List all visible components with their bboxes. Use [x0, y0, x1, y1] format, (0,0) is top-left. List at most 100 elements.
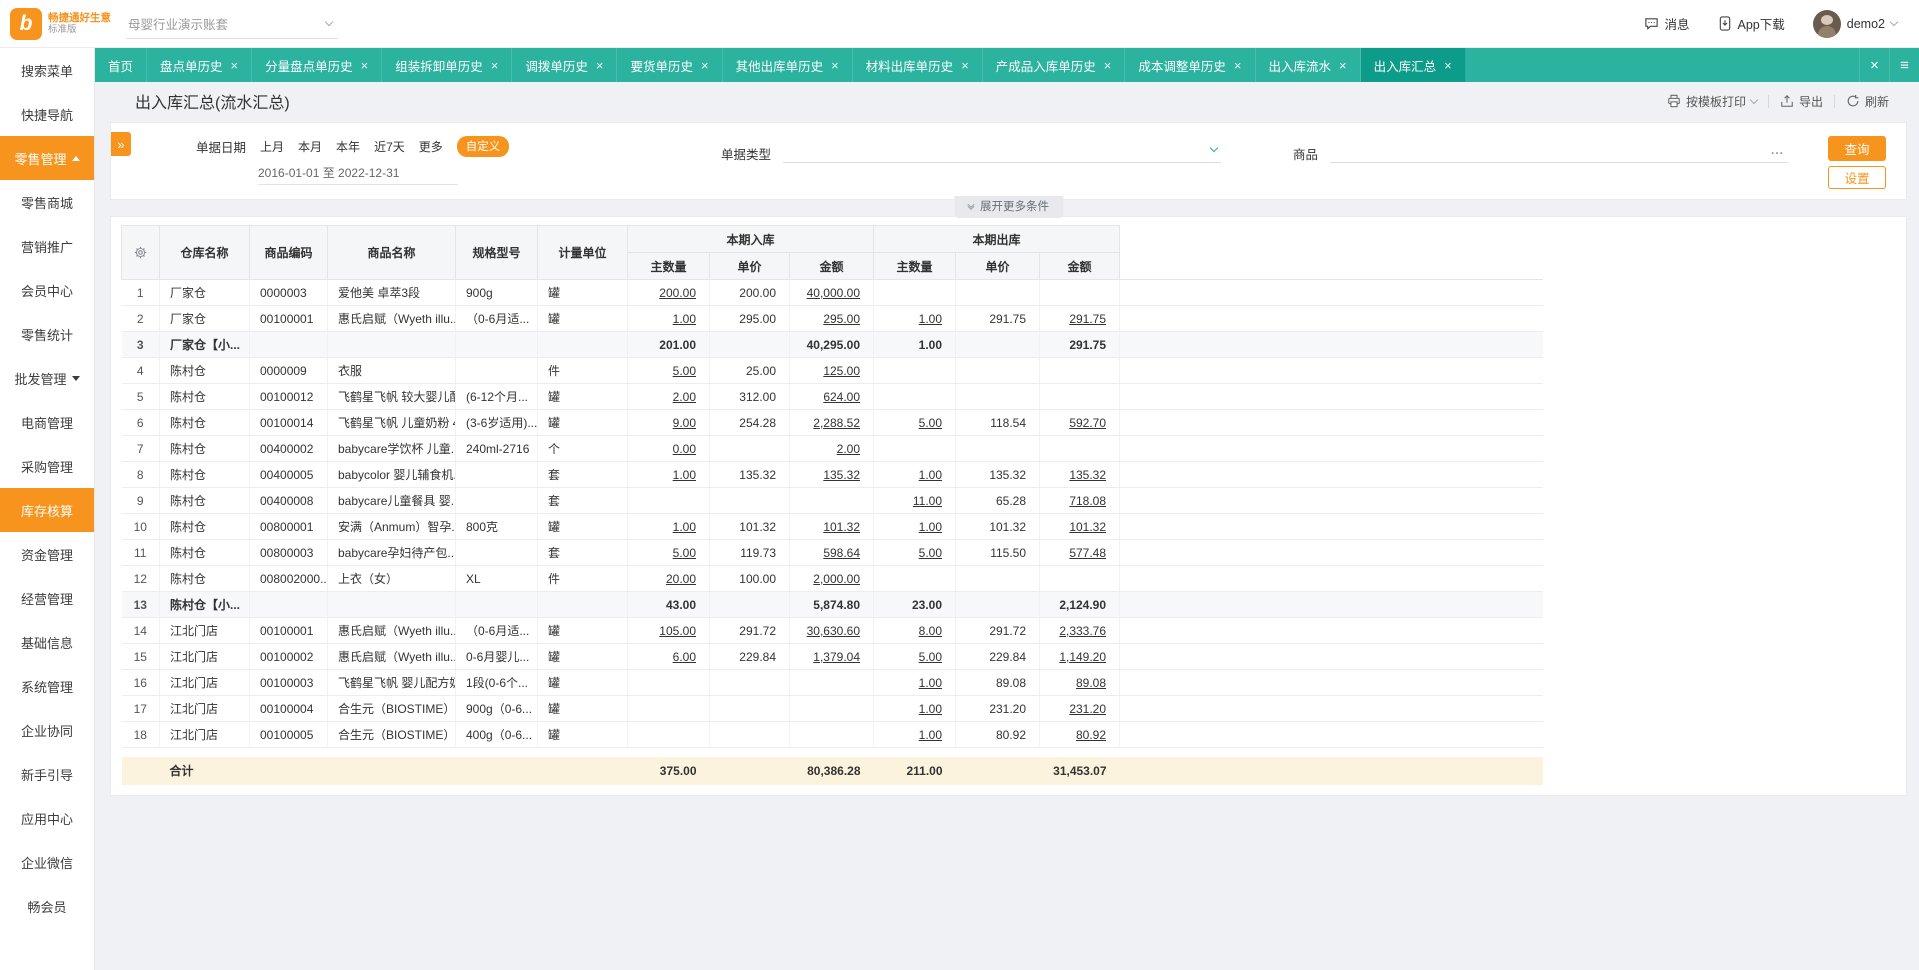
cell-out-qty-link[interactable]: 5.00 [918, 545, 943, 560]
sidebar-item-marketing[interactable]: 营销推广 [0, 224, 94, 268]
tab-inout-summary[interactable]: 出入库汇总 × [1360, 48, 1466, 82]
cell-out-qty-link[interactable]: 1.00 [918, 727, 943, 742]
print-by-template-button[interactable]: 按模板打印 [1667, 93, 1759, 110]
cell-out-amount-link[interactable]: 89.08 [1076, 675, 1107, 690]
account-select[interactable]: 母婴行业演示账套 [126, 9, 338, 39]
cell-out-amount-link[interactable]: 80.92 [1076, 727, 1107, 742]
app-download-button[interactable]: App下载 [1718, 14, 1785, 33]
cell-in-qty-link[interactable]: 5.00 [672, 363, 696, 378]
tab-close-icon[interactable]: × [961, 57, 969, 73]
tab-close-icon[interactable]: × [595, 57, 604, 73]
cell-out-amount-link[interactable]: 577.48 [1069, 545, 1107, 560]
tab-close-icon[interactable]: × [230, 57, 239, 73]
cell-in-amount-link[interactable]: 2.00 [836, 441, 861, 456]
cell-in-qty-link[interactable]: 1.00 [672, 311, 696, 326]
cell-out-qty-link[interactable]: 5.00 [918, 415, 943, 430]
sidebar-item-beginner-guide[interactable]: 新手引导 [0, 752, 94, 796]
tab-list-menu-button[interactable]: ≡ [1889, 48, 1919, 82]
product-input[interactable]: ... [1330, 141, 1788, 163]
cell-in-amount-link[interactable]: 135.32 [823, 467, 861, 482]
sidebar-item-system-management[interactable]: 系统管理 [0, 664, 94, 708]
cell-out-qty-link[interactable]: 5.00 [918, 649, 943, 664]
cell-in-qty-link[interactable]: 0.00 [672, 441, 696, 456]
user-menu[interactable]: demo2 [1812, 9, 1899, 38]
cell-in-amount-link[interactable]: 1,379.04 [813, 649, 861, 664]
cell-out-qty-link[interactable]: 8.00 [918, 623, 943, 638]
tab-close-icon[interactable]: × [1233, 57, 1242, 73]
cell-out-amount-link[interactable]: 718.08 [1069, 493, 1107, 508]
cell-in-amount-link[interactable]: 295.00 [823, 311, 861, 326]
date-custom-badge[interactable]: 自定义 [456, 136, 510, 157]
cell-out-amount-link[interactable]: 2,333.76 [1059, 623, 1107, 638]
date-quick-option-2[interactable]: 本年 [336, 140, 361, 154]
cell-out-amount-link[interactable]: 291.75 [1069, 311, 1107, 326]
doc-type-select[interactable] [783, 141, 1221, 163]
settings-button[interactable]: 设置 [1828, 166, 1886, 189]
cell-out-qty-link[interactable]: 1.00 [918, 467, 943, 482]
sidebar-item-enterprise-wechat[interactable]: 企业微信 [0, 840, 94, 884]
cell-in-amount-link[interactable]: 624.00 [823, 389, 861, 404]
sidebar-item-search-menu[interactable]: 搜索菜单 [0, 48, 94, 92]
sidebar-item-quick-nav[interactable]: 快捷导航 [0, 92, 94, 136]
tab-other-outbound-history[interactable]: 其他出库单历史 × [723, 48, 853, 82]
cell-in-qty-link[interactable]: 5.00 [672, 545, 696, 560]
sidebar-item-purchase-management[interactable]: 采购管理 [0, 444, 94, 488]
tab-inout-flow[interactable]: 出入库流水 × [1256, 48, 1361, 82]
ellipsis-icon[interactable]: ... [1770, 143, 1784, 157]
tab-cost-adjustment-history[interactable]: 成本调整单历史 × [1125, 48, 1256, 82]
cell-out-qty-link[interactable]: 1.00 [918, 675, 943, 690]
date-quick-option-4[interactable]: 更多 [418, 140, 443, 154]
date-quick-option-0[interactable]: 上月 [260, 140, 285, 154]
tab-close-icon[interactable]: × [490, 57, 499, 73]
cell-in-qty-link[interactable]: 9.00 [672, 415, 696, 430]
expand-more-conditions[interactable]: 展开更多条件 [954, 196, 1063, 218]
sidebar-item-inventory-accounting[interactable]: 库存核算 [0, 488, 94, 532]
tab-close-icon[interactable]: × [1339, 57, 1347, 73]
date-quick-option-1[interactable]: 本月 [298, 140, 323, 154]
cell-out-amount-link[interactable]: 101.32 [1069, 519, 1107, 534]
cell-in-amount-link[interactable]: 125.00 [823, 363, 861, 378]
cell-in-amount-link[interactable]: 598.64 [823, 545, 861, 560]
messages-button[interactable]: 消息 [1644, 14, 1690, 33]
tab-assembly-history[interactable]: 组装拆卸单历史 × [382, 48, 513, 82]
table-column-settings-button[interactable] [121, 225, 160, 280]
tab-close-icon[interactable]: × [1444, 57, 1452, 73]
tab-requisition-history[interactable]: 要货单历史 × [617, 48, 723, 82]
export-button[interactable]: 导出 [1780, 93, 1823, 110]
cell-in-qty-link[interactable]: 1.00 [672, 467, 696, 482]
tab-close-icon[interactable]: × [700, 57, 709, 73]
tab-close-icon[interactable]: × [831, 57, 839, 73]
sidebar-item-basic-info[interactable]: 基础信息 [0, 620, 94, 664]
tab-close-icon[interactable]: × [1103, 57, 1112, 73]
sidebar-item-operation-management[interactable]: 经营管理 [0, 576, 94, 620]
tab-finished-inbound-history[interactable]: 产成品入库单历史 × [983, 48, 1126, 82]
date-quick-option-3[interactable]: 近7天 [374, 140, 405, 154]
sidebar-item-wholesale-management[interactable]: 批发管理 [0, 356, 94, 400]
cell-out-amount-link[interactable]: 1,149.20 [1059, 649, 1107, 664]
tab-material-outbound-history[interactable]: 材料出库单历史 × [853, 48, 983, 82]
tab-home[interactable]: 首页 [95, 48, 148, 82]
cell-out-amount-link[interactable]: 592.70 [1069, 415, 1107, 430]
tab-transfer-history[interactable]: 调拨单历史 × [512, 48, 618, 82]
close-all-tabs-button[interactable]: × [1859, 48, 1889, 82]
cell-in-qty-link[interactable]: 6.00 [672, 649, 696, 664]
tab-close-icon[interactable]: × [360, 57, 369, 73]
cell-out-qty-link[interactable]: 1.00 [918, 311, 943, 326]
cell-in-amount-link[interactable]: 101.32 [823, 519, 861, 534]
sidebar-item-app-center[interactable]: 应用中心 [0, 796, 94, 840]
cell-in-amount-link[interactable]: 40,000.00 [806, 285, 861, 300]
sidebar-item-funds-management[interactable]: 资金管理 [0, 532, 94, 576]
tab-check-history[interactable]: 盘点单历史 × [147, 48, 253, 82]
sidebar-item-ecommerce-management[interactable]: 电商管理 [0, 400, 94, 444]
cell-in-qty-link[interactable]: 1.00 [672, 519, 696, 534]
cell-in-qty-link[interactable]: 20.00 [665, 571, 696, 586]
search-button[interactable]: 查询 [1828, 136, 1886, 161]
cell-in-amount-link[interactable]: 2,000.00 [813, 571, 861, 586]
sidebar-item-retail-stats[interactable]: 零售统计 [0, 312, 94, 356]
cell-out-amount-link[interactable]: 231.20 [1069, 701, 1107, 716]
cell-out-qty-link[interactable]: 1.00 [918, 519, 943, 534]
sidebar-item-member-center[interactable]: 会员中心 [0, 268, 94, 312]
sidebar-item-retail-mall[interactable]: 零售商城 [0, 180, 94, 224]
refresh-button[interactable]: 刷新 [1846, 93, 1889, 110]
cell-out-amount-link[interactable]: 135.32 [1069, 467, 1107, 482]
